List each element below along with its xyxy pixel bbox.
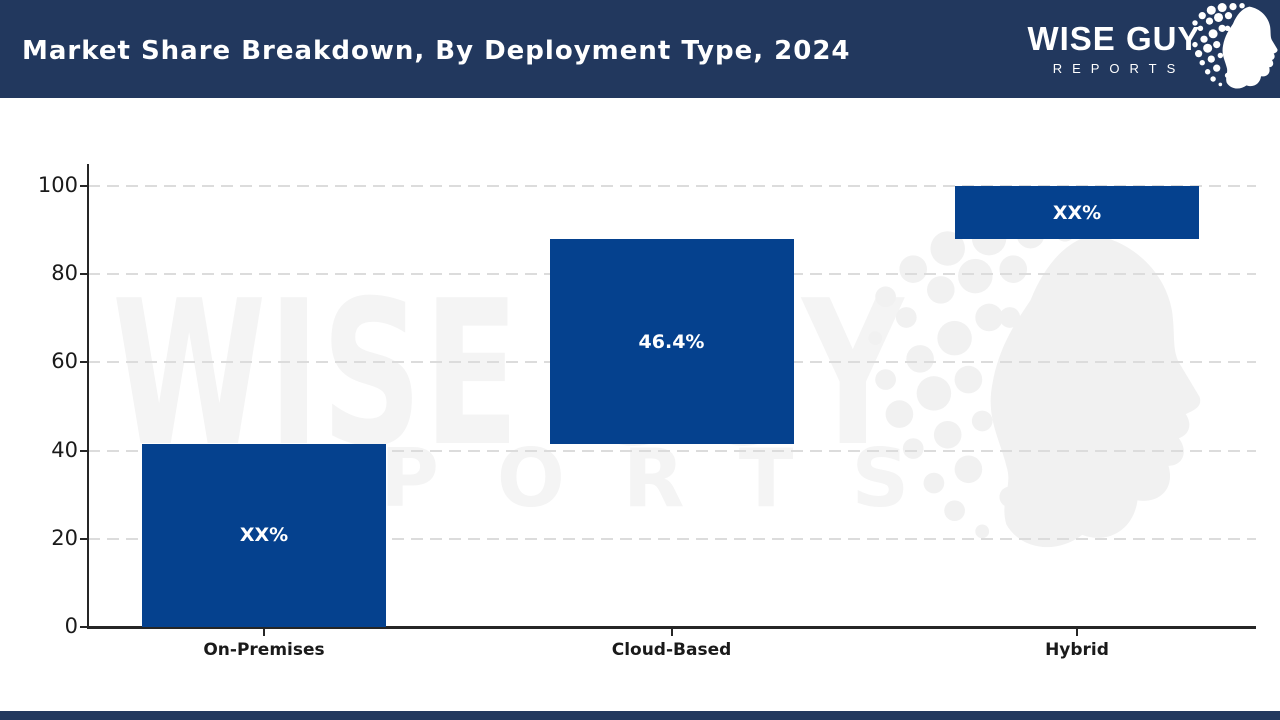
x-category-label-cloud-based: Cloud-Based (611, 640, 732, 660)
x-tickmark-cloud-based (670, 629, 673, 636)
y-tickmark-20 (80, 537, 88, 540)
x-category-label-on-premises: On-Premises (203, 640, 325, 660)
y-axis-line (87, 164, 89, 629)
x-category-label-hybrid: Hybrid (1045, 640, 1109, 660)
brand-logo: WISE GUY REPORTS (1024, 20, 1204, 76)
y-tick-label-100: 100 (37, 173, 78, 197)
brand-head-icon (1186, 3, 1280, 98)
y-tick-label-60: 60 (51, 349, 78, 374)
bar-value-label-cloud-based: 46.4% (638, 330, 705, 353)
bar-hybrid: XX% (955, 186, 1199, 240)
gridline-100 (88, 185, 1256, 187)
brand-logo-text: WISE GUY (1027, 20, 1201, 57)
y-tick-label-80: 80 (51, 261, 78, 286)
bar-value-label-on-premises: XX% (239, 524, 289, 547)
page-title: Market Share Breakdown, By Deployment Ty… (22, 36, 851, 66)
gridline-20 (88, 537, 1256, 540)
x-tickmark-hybrid (1076, 629, 1078, 636)
y-tick-label-40: 40 (51, 437, 78, 462)
y-tickmark-40 (80, 449, 88, 452)
bar-on-premises: XX% (142, 443, 386, 627)
bar-value-label-hybrid: XX% (1052, 201, 1102, 224)
x-tickmark-on-premises (263, 629, 265, 636)
header-band: Market Share Breakdown, By Deployment Ty… (0, 0, 1280, 98)
y-tick-label-0: 0 (64, 614, 78, 638)
y-tick-label-20: 20 (51, 525, 78, 550)
footer-band (0, 711, 1280, 720)
y-tickmark-60 (80, 361, 88, 364)
y-tickmark-0 (80, 626, 88, 628)
brand-logo-subtext: REPORTS (1052, 61, 1186, 76)
y-tickmark-80 (80, 273, 88, 276)
gridline-40 (88, 449, 1256, 452)
y-tickmark-100 (80, 185, 88, 187)
bar-cloud-based: 46.4% (549, 239, 794, 444)
x-axis-line (87, 626, 1256, 629)
